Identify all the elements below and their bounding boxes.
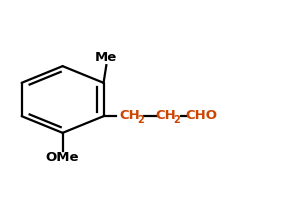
- Text: 2: 2: [173, 115, 180, 125]
- Text: OMe: OMe: [46, 151, 79, 165]
- Text: 2: 2: [137, 115, 144, 125]
- Text: CH: CH: [120, 109, 140, 122]
- Text: Me: Me: [95, 51, 117, 64]
- Text: CHO: CHO: [185, 109, 217, 122]
- Text: CH: CH: [156, 109, 176, 122]
